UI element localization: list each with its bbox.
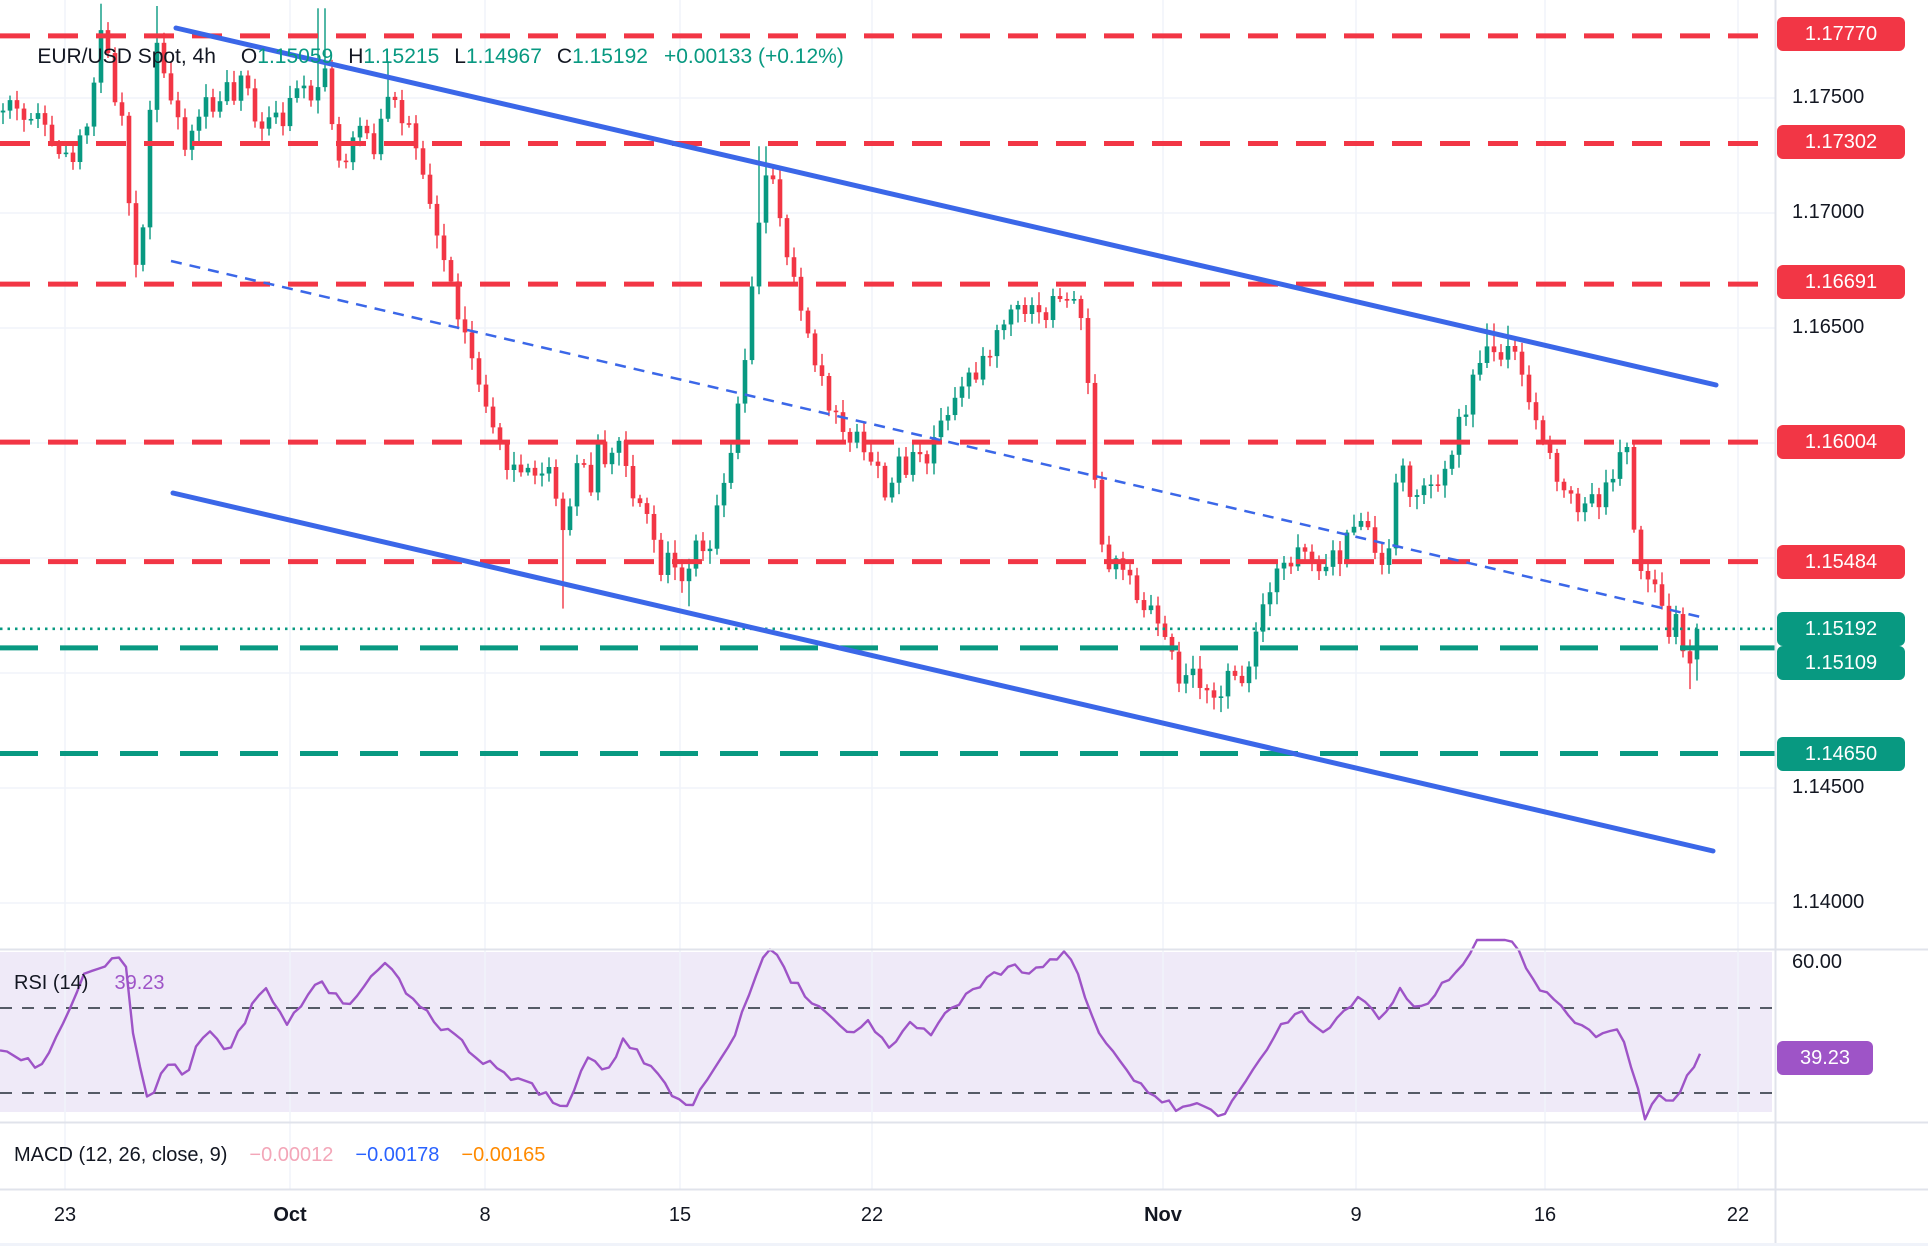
candles-layer[interactable] [0, 3, 1700, 713]
time-axis-label: Oct [273, 1204, 307, 1226]
price-axis-label: 1.14000 [1792, 891, 1865, 913]
price-axis-label: 60.00 [1792, 951, 1843, 973]
price-level-badge: 1.15109 [1777, 646, 1905, 680]
open-label: O [240, 45, 258, 68]
price-level-badge: 1.17770 [1777, 17, 1905, 51]
price-level-badge: 1.14650 [1777, 737, 1905, 771]
rsi-band [0, 952, 1772, 1112]
time-axis-label: 9 [1350, 1204, 1362, 1226]
price-level-badge: 39.23 [1777, 1041, 1873, 1075]
high-label: H [348, 45, 364, 68]
time-axis-label: 22 [860, 1204, 884, 1226]
time-axis-label: 22 [1726, 1204, 1750, 1226]
rsi-legend: RSI (14) 39.23 [14, 972, 165, 995]
low-label: L [454, 45, 466, 68]
time-axis-label: 8 [479, 1204, 491, 1226]
macd-signal-value: −0.00165 [461, 1144, 546, 1166]
change-value: +0.00133 (+0.12%) [663, 45, 844, 68]
price-levels[interactable] [0, 33, 1775, 756]
price-axis-label: 1.17000 [1792, 201, 1865, 223]
lower-trendline[interactable] [170, 490, 1716, 854]
rsi-label[interactable]: RSI (14) [14, 972, 89, 994]
macd-line-value: −0.00178 [355, 1144, 440, 1166]
bottom-edge [0, 1243, 1928, 1246]
low-value: 1.14967 [465, 45, 542, 68]
time-axis-label: Nov [1144, 1204, 1182, 1226]
macd-label[interactable]: MACD (12, 26, close, 9) [14, 1144, 228, 1166]
symbol-title[interactable]: EUR/USD Spot, 4h [37, 45, 216, 68]
price-axis-label: 1.17500 [1792, 86, 1865, 108]
close-label: C [556, 45, 573, 68]
time-axis-label: 23 [53, 1204, 77, 1226]
price-level-badge: 1.15484 [1777, 545, 1905, 579]
macd-legend: MACD (12, 26, close, 9) −0.00012 −0.00178−… [14, 1144, 545, 1167]
price-level-badge: 1.17302 [1777, 125, 1905, 159]
macd-hist-value: −0.00012 [249, 1144, 334, 1166]
open-value: 1.15059 [257, 45, 334, 68]
time-axis-label: 16 [1533, 1204, 1557, 1226]
middle-dashed-trendline[interactable] [170, 259, 1706, 620]
chart-legend: EUR/USD Spot, 4h O1.15059 H1.15215 L1.14967… [14, 21, 844, 93]
time-axis-label: 15 [668, 1204, 692, 1226]
rsi-value: 39.23 [114, 972, 165, 994]
price-level-badge: 1.15192 [1777, 612, 1905, 646]
upper-trendline[interactable] [173, 25, 1719, 388]
rsi-line [0, 938, 1702, 1121]
price-axis-label: 1.14500 [1792, 776, 1865, 798]
time-axis[interactable]: 23 Oct 8 15 22 Nov 9 16 22 [0, 1190, 1928, 1246]
price-axis[interactable]: 1.175001.170001.165001.150001.145001.140… [1775, 0, 1928, 1246]
price-level-badge: 1.16004 [1777, 425, 1905, 459]
price-axis-label: 1.16500 [1792, 316, 1865, 338]
close-value: 1.15192 [572, 45, 648, 68]
high-value: 1.15215 [363, 45, 440, 68]
price-level-badge: 1.16691 [1777, 265, 1905, 299]
